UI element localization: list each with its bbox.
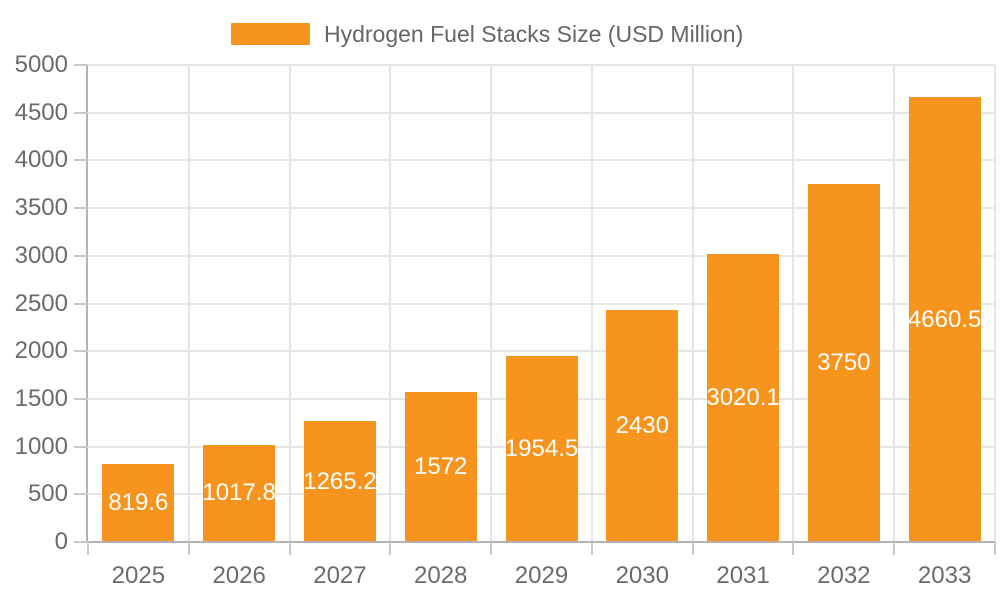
legend[interactable]: Hydrogen Fuel Stacks Size (USD Million) xyxy=(231,21,743,47)
x-axis-tick-label: 2028 xyxy=(414,562,468,589)
x-axis-tick-label: 2027 xyxy=(313,562,367,589)
gridline-vertical xyxy=(893,65,896,542)
bar-2027[interactable] xyxy=(303,421,376,542)
x-axis-tick-label: 2030 xyxy=(615,562,669,589)
y-axis-tick xyxy=(74,397,88,400)
x-axis-tick xyxy=(691,542,694,555)
bar-value-label: 1017.8 xyxy=(202,479,276,507)
bar-2031[interactable] xyxy=(707,253,780,542)
x-axis-tick-label: 2031 xyxy=(716,562,770,589)
y-axis-tick-label: 2000 xyxy=(14,337,68,365)
y-axis-tick-label: 4000 xyxy=(14,146,68,174)
y-axis-tick-label: 0 xyxy=(54,528,68,555)
x-axis-line xyxy=(86,541,995,543)
bar-value-label: 819.6 xyxy=(108,488,169,516)
x-axis-tick xyxy=(187,542,190,555)
y-axis-tick xyxy=(74,445,88,448)
gridline-horizontal xyxy=(88,207,995,210)
gridline-vertical xyxy=(187,65,190,542)
gridline-vertical xyxy=(490,65,493,542)
x-axis-tick xyxy=(590,542,593,555)
x-axis-tick-label: 2032 xyxy=(817,562,871,589)
gridline-horizontal xyxy=(88,254,995,257)
y-axis-tick xyxy=(74,541,88,543)
y-axis-tick xyxy=(74,302,88,305)
bar-2025[interactable] xyxy=(102,463,175,542)
y-axis-tick-label: 3500 xyxy=(14,194,68,222)
legend-swatch xyxy=(231,23,310,45)
y-axis-tick xyxy=(74,207,88,210)
y-axis-tick xyxy=(74,254,88,257)
gridline-vertical xyxy=(792,65,795,542)
x-axis-tick xyxy=(389,542,392,555)
x-axis-tick-label: 2025 xyxy=(111,562,166,589)
x-axis-tick xyxy=(893,542,896,555)
y-axis-tick-label: 500 xyxy=(27,480,68,508)
x-axis-tick xyxy=(994,542,996,555)
bar-value-label: 1572 xyxy=(414,453,468,480)
y-axis-tick-label: 2500 xyxy=(14,289,68,317)
gridline-vertical xyxy=(691,65,694,542)
bar-2026[interactable] xyxy=(203,444,276,542)
y-axis-tick-label: 1500 xyxy=(14,384,68,412)
bar-2032[interactable] xyxy=(807,184,880,542)
bar-2028[interactable] xyxy=(404,392,477,542)
y-axis-tick-label: 3000 xyxy=(14,241,68,269)
bar-value-label: 2430 xyxy=(615,412,669,440)
y-axis-tick xyxy=(74,493,88,496)
bar-2033[interactable] xyxy=(908,97,981,542)
x-axis-tick xyxy=(490,542,493,555)
y-axis-tick-label: 5000 xyxy=(14,51,68,78)
x-axis-tick xyxy=(792,542,795,555)
bar-value-label: 3020.1 xyxy=(706,383,780,411)
bar-2029[interactable] xyxy=(505,355,578,542)
gridline-horizontal xyxy=(88,111,995,114)
x-axis-tick xyxy=(87,542,89,555)
gridline-vertical xyxy=(994,65,996,542)
gridline-vertical xyxy=(590,65,593,542)
bar-value-label: 3750 xyxy=(817,349,871,377)
gridline-horizontal xyxy=(88,302,995,305)
y-axis-tick-label: 1000 xyxy=(14,432,68,460)
gridline-horizontal xyxy=(88,64,995,66)
y-axis-tick-label: 4500 xyxy=(14,98,68,126)
x-axis-tick xyxy=(288,542,291,555)
gridline-horizontal xyxy=(88,350,995,353)
gridline-vertical xyxy=(288,65,291,542)
x-axis-tick-label: 2026 xyxy=(212,562,266,589)
bar-value-label: 1954.5 xyxy=(504,434,579,462)
legend-label: Hydrogen Fuel Stacks Size (USD Million) xyxy=(324,21,744,47)
gridline-horizontal xyxy=(88,159,995,162)
bar-2030[interactable] xyxy=(606,310,679,542)
x-axis-tick-label: 2033 xyxy=(917,562,972,589)
y-axis-tick xyxy=(74,350,88,353)
y-axis-tick xyxy=(74,159,88,162)
bar-value-label: 4660.5 xyxy=(907,305,982,333)
gridline-vertical xyxy=(389,65,392,542)
y-axis-tick xyxy=(74,111,88,114)
bar-value-label: 1265.2 xyxy=(303,467,377,495)
x-axis-tick-label: 2029 xyxy=(514,562,569,589)
y-axis-tick xyxy=(74,64,88,66)
